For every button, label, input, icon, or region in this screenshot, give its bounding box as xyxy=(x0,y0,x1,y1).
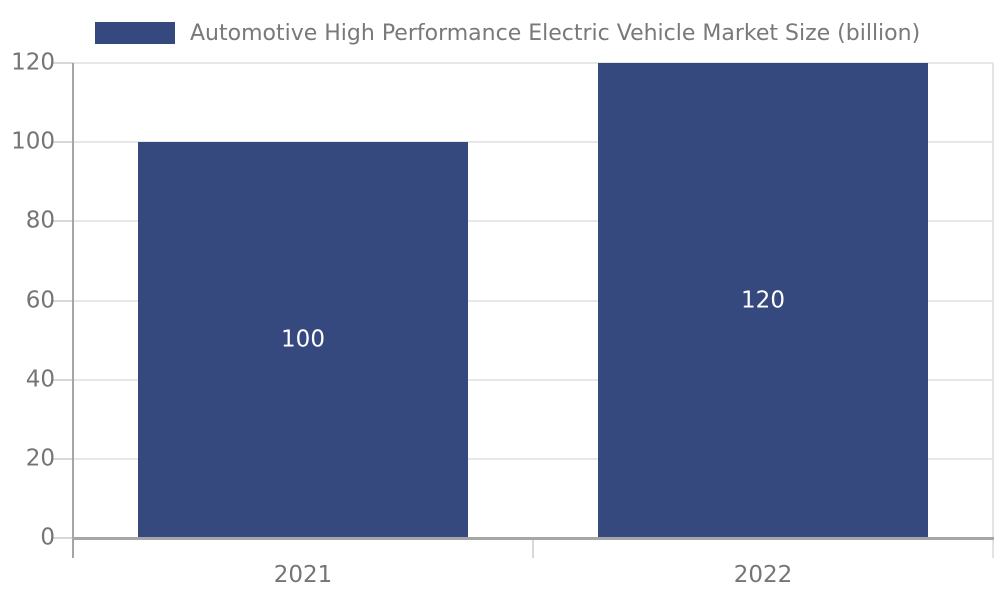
y-tick-label: 40 xyxy=(25,366,55,393)
x-tick-label-2021: 2021 xyxy=(273,562,333,588)
gridline-y-80 xyxy=(73,220,993,223)
y-axis-tick xyxy=(53,62,73,64)
bar-value-label: 100 xyxy=(281,326,325,353)
gridline-y-20 xyxy=(73,457,993,460)
y-tick-label: 0 xyxy=(40,524,55,551)
y-tick-label: 60 xyxy=(25,287,55,313)
x-tick-label-2022: 2022 xyxy=(733,562,793,588)
y-tick-label: 20 xyxy=(25,445,55,472)
gridline-y-40 xyxy=(73,378,993,381)
y-axis-tick xyxy=(53,141,73,144)
y-tick-label: 120 xyxy=(11,49,55,76)
y-tick-label: 80 xyxy=(25,207,55,234)
bar-2022 xyxy=(598,63,928,538)
plot-border-right xyxy=(992,63,994,558)
x-axis-boundary-tick xyxy=(532,538,534,558)
legend-label: Automotive High Performance Electric Veh… xyxy=(190,20,921,46)
y-axis-tick xyxy=(53,457,73,460)
y-axis-line xyxy=(72,63,74,558)
gridline-y-120 xyxy=(73,62,993,64)
bar-value-label: 120 xyxy=(741,287,785,313)
x-axis-line xyxy=(73,537,994,540)
gridline-y-100 xyxy=(73,141,993,144)
y-axis-tick xyxy=(53,220,73,223)
legend-swatch xyxy=(95,22,175,44)
chart-legend: Automotive High Performance Electric Veh… xyxy=(95,20,921,46)
y-tick-label: 100 xyxy=(11,128,55,155)
y-axis-tick xyxy=(53,378,73,381)
y-axis-tick xyxy=(53,299,73,302)
y-axis-tick xyxy=(53,537,73,539)
bar-2021 xyxy=(138,142,468,538)
gridline-y-60 xyxy=(73,299,993,302)
